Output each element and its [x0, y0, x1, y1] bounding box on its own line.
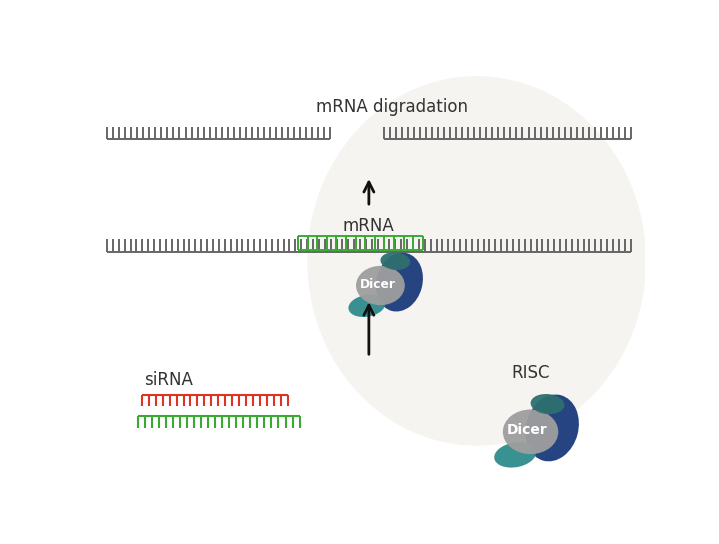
- Ellipse shape: [376, 253, 423, 312]
- Ellipse shape: [526, 394, 579, 461]
- Text: mRNA digradation: mRNA digradation: [316, 98, 468, 116]
- Text: Dicer: Dicer: [360, 277, 395, 290]
- Text: Dicer: Dicer: [507, 423, 548, 437]
- Ellipse shape: [380, 252, 411, 270]
- Text: RISC: RISC: [511, 363, 550, 381]
- Text: mRNA: mRNA: [343, 217, 395, 235]
- Ellipse shape: [349, 295, 385, 317]
- Ellipse shape: [356, 266, 405, 305]
- Text: siRNA: siRNA: [145, 371, 193, 389]
- Ellipse shape: [503, 410, 558, 454]
- Ellipse shape: [531, 394, 564, 414]
- Ellipse shape: [494, 442, 536, 468]
- Ellipse shape: [307, 76, 646, 446]
